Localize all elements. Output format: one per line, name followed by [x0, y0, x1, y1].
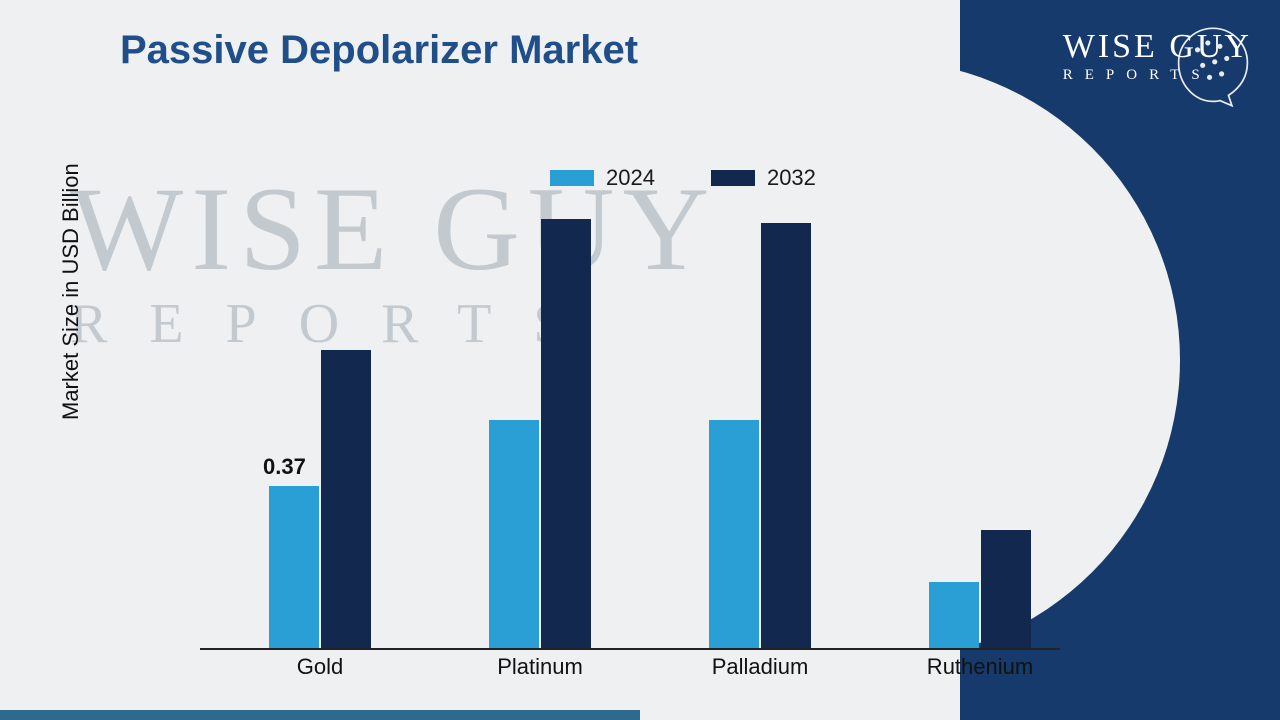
- category-label-palladium: Palladium: [712, 654, 809, 680]
- brand-logo: WISE GUY REPORTS: [1063, 30, 1252, 83]
- brand-line1: WISE GUY: [1063, 30, 1252, 64]
- legend-swatch-1: [711, 170, 755, 186]
- bar-platinum-2024: [489, 420, 539, 648]
- brand-line2: REPORTS: [1063, 68, 1252, 83]
- bar-ruthenium-2024: [929, 582, 979, 648]
- bar-palladium-2032: [761, 223, 811, 648]
- category-label-platinum: Platinum: [497, 654, 583, 680]
- legend-label-0: 2024: [606, 165, 655, 191]
- legend-item-1: 2032: [711, 165, 816, 191]
- legend-swatch-0: [550, 170, 594, 186]
- y-axis-label: Market Size in USD Billion: [58, 163, 84, 420]
- legend-label-1: 2032: [767, 165, 816, 191]
- bar-gold-2024: [269, 486, 319, 648]
- data-annotation: 0.37: [263, 454, 306, 480]
- page: WISE GUY REPORTS Passive Depolarizer Mar…: [0, 0, 1280, 720]
- bar-ruthenium-2032: [981, 530, 1031, 648]
- bars-container: 0.37: [200, 210, 1060, 648]
- footer-bar: [0, 710, 640, 720]
- bar-platinum-2032: [541, 219, 591, 648]
- category-labels: Gold Platinum Palladium Ruthenium: [200, 654, 1060, 684]
- chart-area: 0.37 GoldPlatinumPalladiumRuthenium: [110, 210, 1060, 650]
- x-axis: [200, 648, 1060, 650]
- page-title: Passive Depolarizer Market: [120, 28, 638, 73]
- bar-gold-2032: [321, 350, 371, 648]
- bar-palladium-2024: [709, 420, 759, 648]
- category-label-ruthenium: Ruthenium: [927, 654, 1033, 680]
- legend: 2024 2032: [550, 165, 816, 191]
- legend-item-0: 2024: [550, 165, 655, 191]
- category-label-gold: Gold: [297, 654, 343, 680]
